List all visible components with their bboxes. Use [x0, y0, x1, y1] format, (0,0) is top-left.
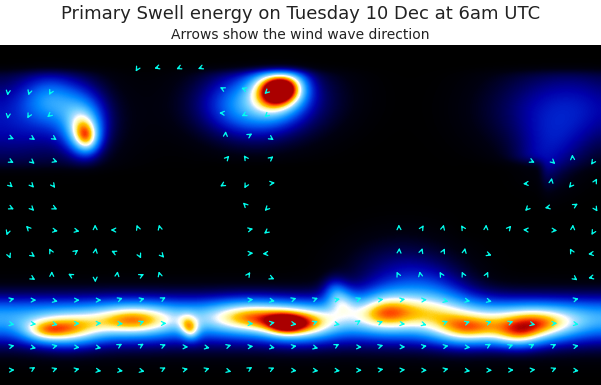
Text: Primary Swell energy on Tuesday 10 Dec at 6am UTC: Primary Swell energy on Tuesday 10 Dec a…	[61, 5, 540, 23]
Text: Arrows show the wind wave direction: Arrows show the wind wave direction	[171, 28, 430, 42]
